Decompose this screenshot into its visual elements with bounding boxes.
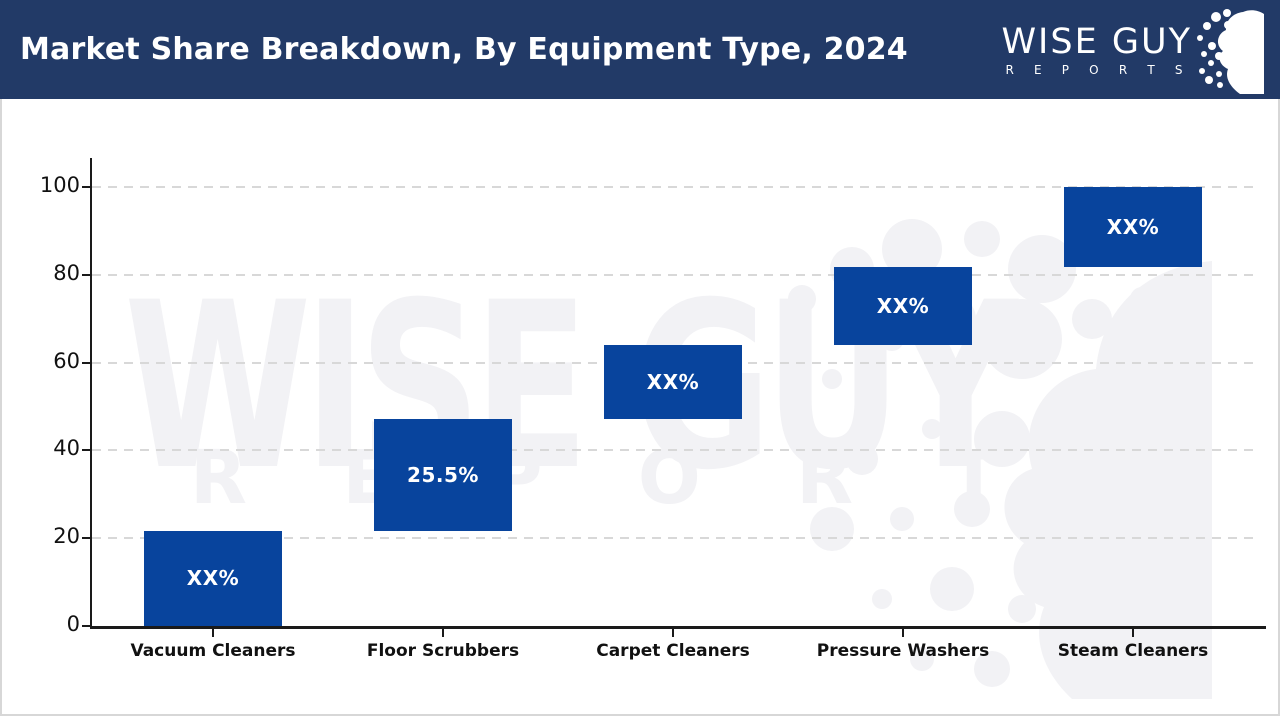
x-tick-1: [442, 629, 444, 637]
logo-wordmark: WISE GUY: [1001, 22, 1192, 63]
bar-carpet-cleaners: XX%: [604, 345, 742, 419]
bar-value-label: XX%: [186, 566, 240, 591]
x-tick-3: [902, 629, 904, 637]
x-axis-label: Steam Cleaners: [1057, 641, 1209, 661]
y-tick-20: [82, 537, 90, 540]
bar-vacuum-cleaners: XX%: [144, 530, 282, 626]
y-axis-line: [90, 158, 92, 629]
waterfall-bar-chart: 0 20 40 60 80 100 Vacuum Cleaners Floor Scrubbe…: [2, 99, 1278, 714]
y-tick-label-60: 60: [53, 348, 80, 373]
y-tick-40: [82, 449, 90, 452]
x-axis-line: [90, 626, 1266, 629]
logo-subtitle: R E P O R T S: [1005, 62, 1192, 77]
bar-pressure-washers: XX%: [834, 266, 972, 346]
y-tick-label-20: 20: [53, 524, 80, 549]
y-tick-100: [82, 186, 90, 188]
y-tick-0: [82, 625, 90, 627]
x-axis-label: Pressure Washers: [816, 641, 990, 661]
gridline-40: [92, 449, 1255, 452]
y-tick-label-40: 40: [53, 436, 80, 461]
y-tick-60: [82, 361, 90, 364]
x-axis-label: Carpet Cleaners: [596, 641, 750, 661]
y-tick-label-100: 100: [39, 173, 80, 197]
bar-value-label: XX%: [876, 294, 930, 319]
bar-steam-cleaners: XX%: [1064, 187, 1202, 267]
gridline-80: [92, 273, 1255, 276]
header: Market Share Breakdown, By Equipment Typ…: [0, 0, 1280, 99]
gridline-100: [92, 186, 1255, 188]
gridline-20: [92, 537, 1255, 540]
x-axis-label: Vacuum Cleaners: [130, 641, 296, 661]
head-profile-icon: [1197, 8, 1264, 94]
x-tick-0: [212, 629, 214, 637]
bar-value-label: XX%: [646, 370, 700, 395]
x-axis-label: Floor Scrubbers: [366, 641, 520, 661]
page-title: Market Share Breakdown, By Equipment Typ…: [20, 32, 908, 67]
y-tick-label-80: 80: [53, 260, 80, 285]
bar-value-label: XX%: [1106, 214, 1160, 239]
bar-floor-scrubbers: 25.5%: [374, 418, 512, 531]
wise-guy-reports-logo: WISE GUY R E P O R T S: [1001, 8, 1264, 94]
chart-panel: WISE GUY R E P O R T S 0 20: [0, 99, 1280, 716]
bar-value-label: 25.5%: [407, 462, 479, 487]
logo-text: WISE GUY R E P O R T S: [1001, 24, 1192, 77]
x-tick-2: [672, 629, 674, 637]
y-tick-80: [82, 273, 90, 276]
y-tick-label-0: 0: [66, 612, 80, 636]
x-tick-4: [1132, 629, 1134, 637]
